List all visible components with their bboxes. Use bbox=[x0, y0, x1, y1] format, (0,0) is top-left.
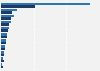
Bar bbox=[1, 3, 90, 5]
Bar bbox=[1, 21, 11, 23]
Bar bbox=[1, 54, 4, 56]
Bar bbox=[1, 45, 5, 48]
Bar bbox=[1, 15, 14, 17]
Bar bbox=[1, 5, 35, 8]
Bar bbox=[1, 66, 3, 68]
Bar bbox=[1, 48, 5, 50]
Bar bbox=[1, 51, 4, 54]
Bar bbox=[1, 17, 11, 20]
Bar bbox=[1, 57, 3, 60]
Bar bbox=[1, 29, 8, 32]
Bar bbox=[1, 63, 2, 66]
Bar bbox=[1, 33, 7, 36]
Bar bbox=[1, 9, 17, 11]
Bar bbox=[1, 36, 7, 38]
Bar bbox=[1, 60, 4, 62]
Bar bbox=[1, 42, 6, 44]
Bar bbox=[1, 11, 12, 14]
Bar bbox=[1, 39, 6, 42]
Bar bbox=[1, 27, 9, 29]
Bar bbox=[1, 23, 9, 26]
